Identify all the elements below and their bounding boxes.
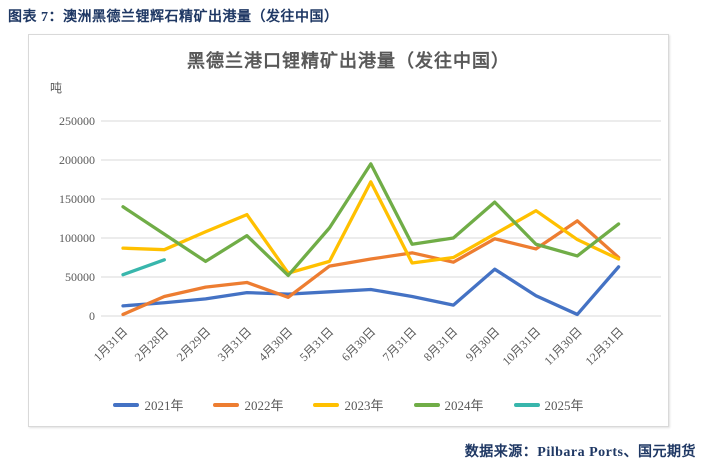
series-line-2022年 <box>121 219 621 317</box>
chart-container: 黑德兰港口锂精矿出港量（发往中国） 吨 0 50000 100000 150000 20… <box>28 34 669 427</box>
y-axis-tick-label: 100000 <box>59 231 95 245</box>
legend-label: 2021年 <box>144 398 184 413</box>
chart-legend: 2021年 2022年 2023年 2024年 2025年 <box>29 395 668 414</box>
y-axis-unit-label: 吨 <box>50 81 63 95</box>
legend-label: 2024年 <box>444 398 484 413</box>
legend-item-2023年: 2023年 <box>313 395 384 414</box>
y-axis-tick-label: 0 <box>89 309 95 323</box>
legend-swatch <box>413 402 440 407</box>
legend-label: 2022年 <box>244 398 284 413</box>
chart-title: 黑德兰港口锂精矿出港量（发往中国） <box>187 51 510 71</box>
legend-swatch <box>313 402 340 407</box>
legend-swatch <box>513 402 540 407</box>
series-line-2021年 <box>121 265 621 317</box>
data-source-text: 数据来源：Pilbara Ports、国元期货 <box>464 445 696 460</box>
series-line-2025年 <box>121 258 166 277</box>
legend-item-2022年: 2022年 <box>213 395 283 414</box>
series-line-2024年 <box>121 162 621 278</box>
legend-item-2021年: 2021年 <box>113 395 183 414</box>
figure-caption: 图表 7：澳洲黑德兰锂辉石精矿出港量（发往中国） <box>8 10 339 25</box>
legend-item-2025年: 2025年 <box>513 395 584 414</box>
legend-label: 2025年 <box>544 398 584 413</box>
legend-label: 2023年 <box>344 398 384 413</box>
series-line-2023年 <box>121 180 621 275</box>
plot-area <box>101 120 661 317</box>
legend-item-2024年: 2024年 <box>413 395 484 414</box>
legend-swatch <box>213 402 240 407</box>
legend-swatch <box>113 402 140 407</box>
y-axis-tick-label: 50000 <box>65 270 95 284</box>
y-axis-tick-label: 250000 <box>59 114 95 128</box>
y-axis-tick-label: 150000 <box>59 192 95 206</box>
y-axis-tick-label: 200000 <box>59 153 95 167</box>
